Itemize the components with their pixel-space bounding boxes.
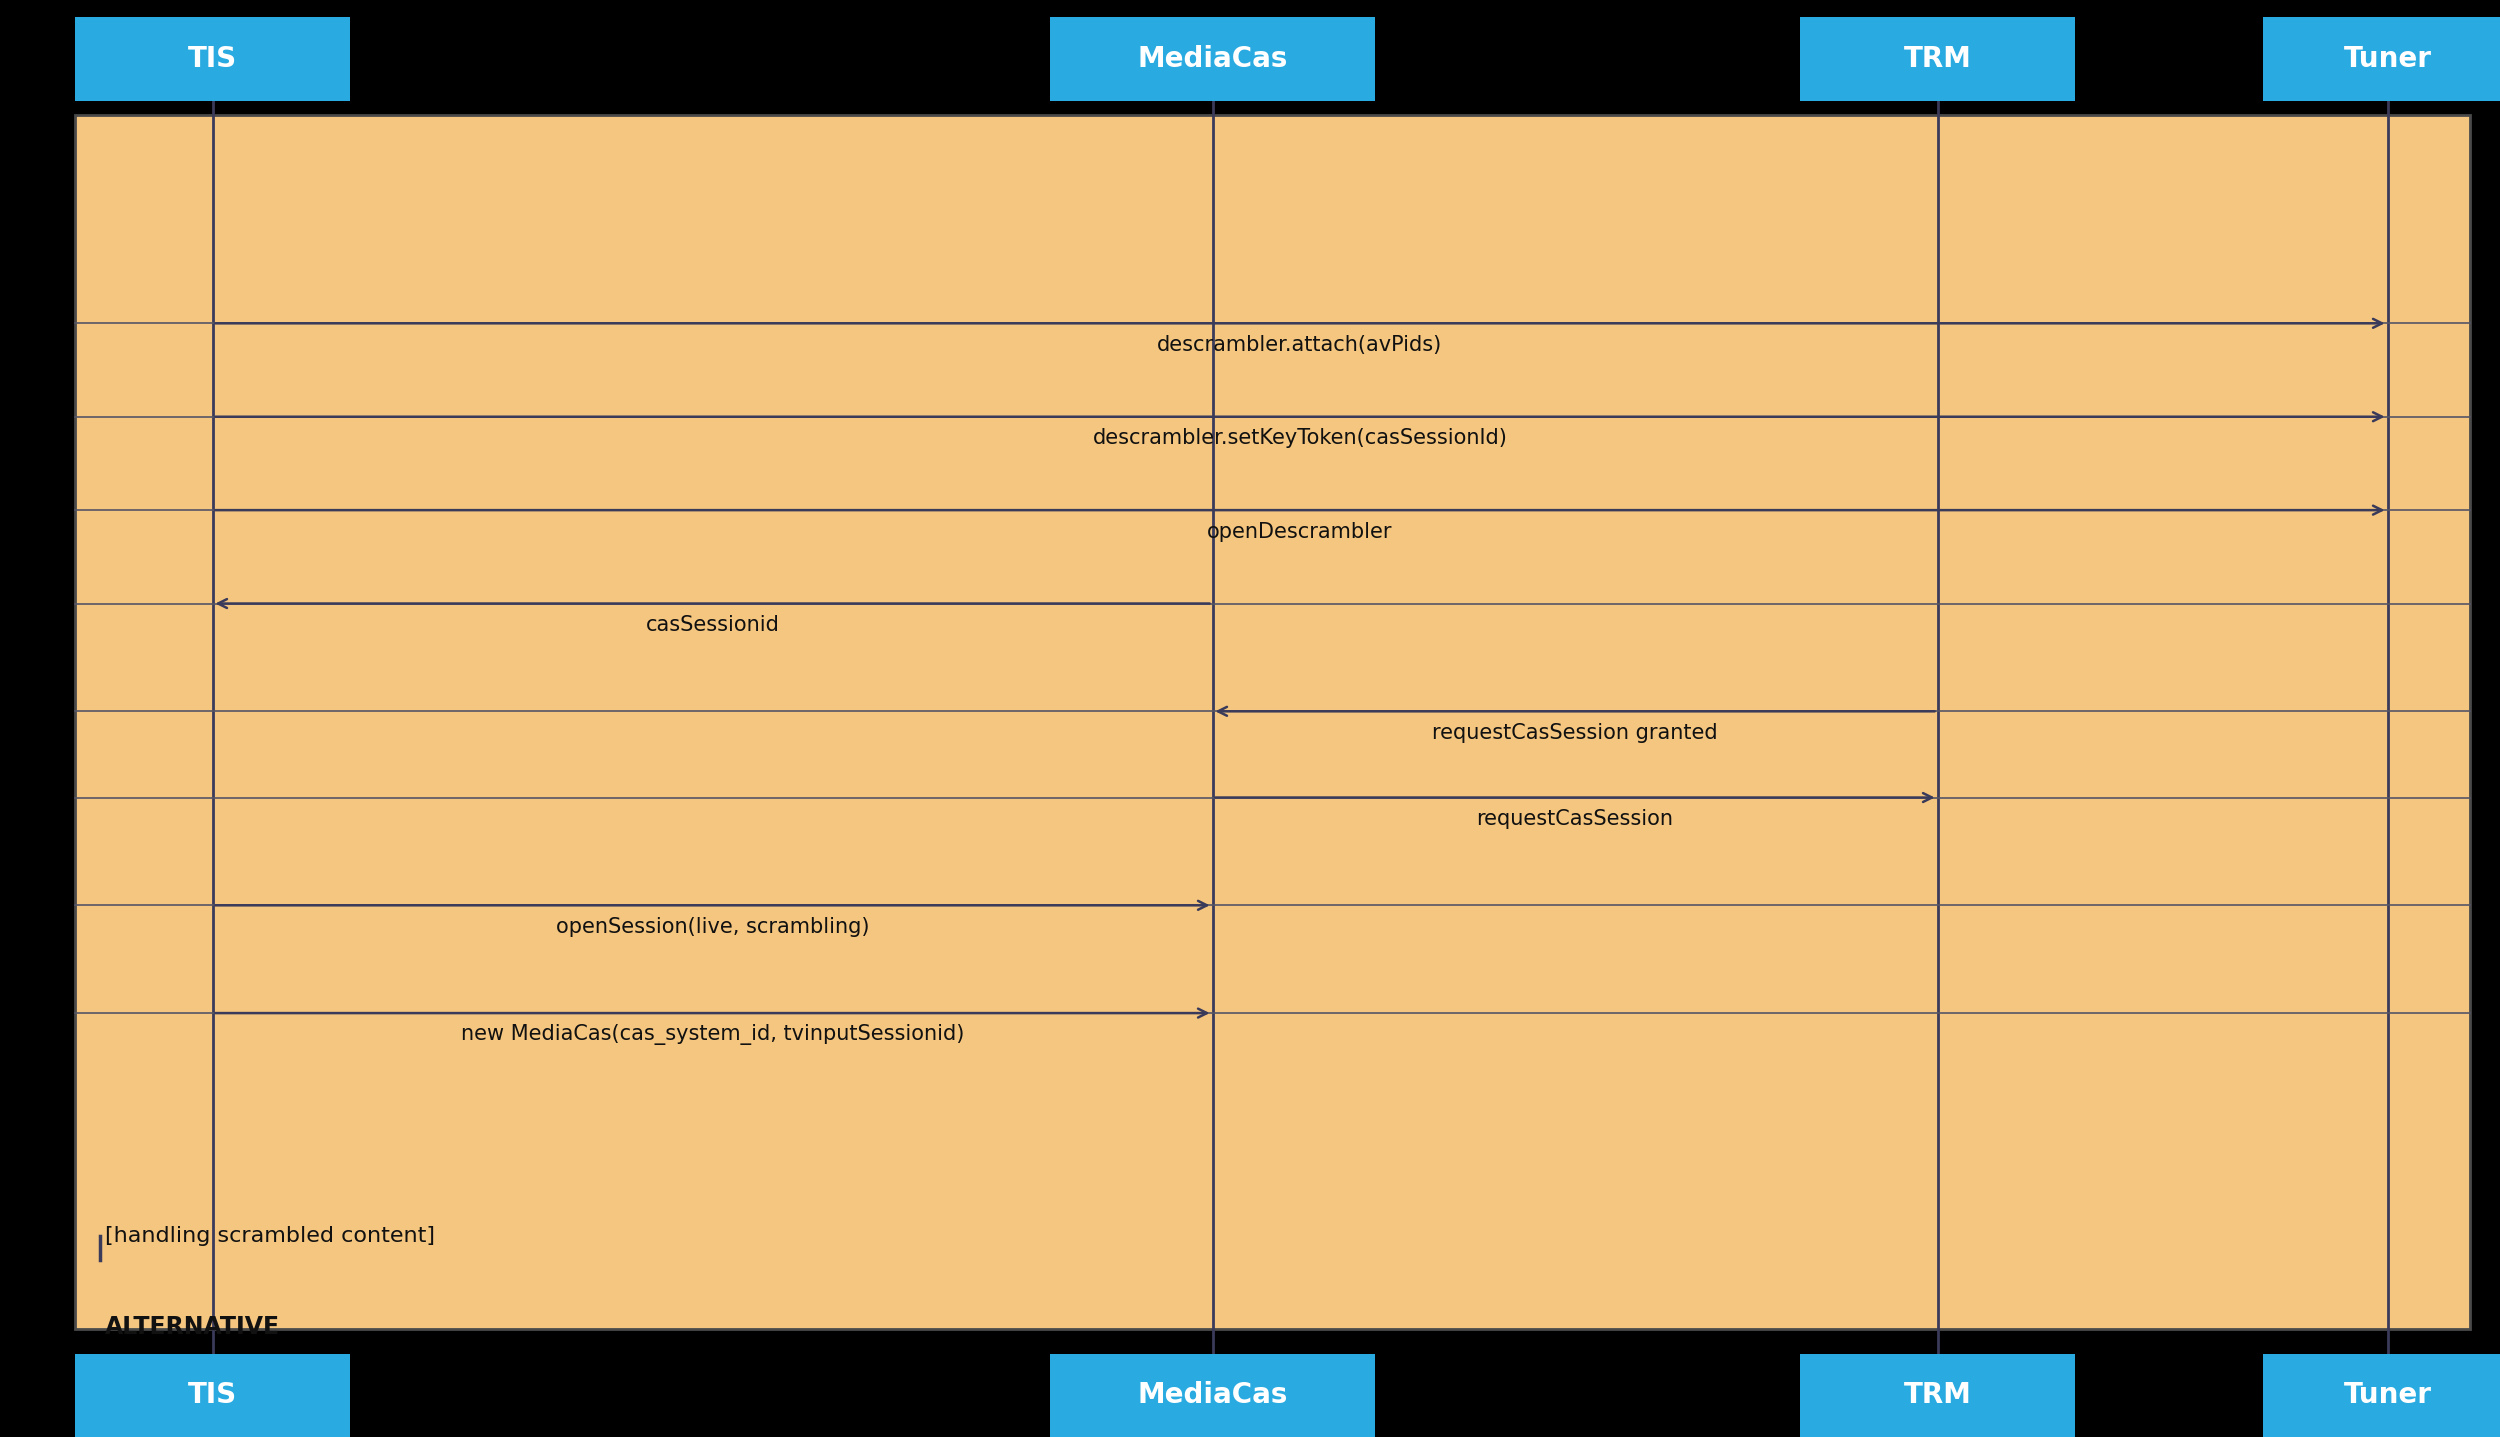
Text: casSessionid: casSessionid [645, 615, 780, 635]
Text: Tuner: Tuner [2342, 1381, 2432, 1410]
FancyBboxPatch shape [1800, 1354, 2075, 1437]
FancyBboxPatch shape [75, 17, 350, 101]
Text: requestCasSession: requestCasSession [1478, 809, 1673, 829]
FancyBboxPatch shape [1800, 17, 2075, 101]
Text: requestCasSession granted: requestCasSession granted [1432, 723, 1718, 743]
Text: TRM: TRM [1902, 1381, 1972, 1410]
Text: MediaCas: MediaCas [1138, 45, 1288, 73]
Text: TIS: TIS [188, 1381, 238, 1410]
Text: MediaCas: MediaCas [1138, 1381, 1288, 1410]
Text: [handling scrambled content]: [handling scrambled content] [105, 1226, 435, 1246]
FancyBboxPatch shape [2262, 1354, 2500, 1437]
Text: TIS: TIS [188, 45, 238, 73]
FancyBboxPatch shape [75, 115, 2470, 1329]
Text: TRM: TRM [1902, 45, 1972, 73]
Text: descrambler.attach(avPids): descrambler.attach(avPids) [1158, 335, 1442, 355]
Text: Tuner: Tuner [2342, 45, 2432, 73]
FancyBboxPatch shape [1050, 1354, 1375, 1437]
FancyBboxPatch shape [75, 1354, 350, 1437]
Text: descrambler.setKeyToken(casSessionId): descrambler.setKeyToken(casSessionId) [1092, 428, 1508, 448]
Text: openDescrambler: openDescrambler [1208, 522, 1393, 542]
Text: ALTERNATIVE: ALTERNATIVE [105, 1315, 280, 1339]
FancyBboxPatch shape [1050, 17, 1375, 101]
Text: openSession(live, scrambling): openSession(live, scrambling) [555, 917, 870, 937]
FancyBboxPatch shape [2262, 17, 2500, 101]
Text: new MediaCas(cas_system_id, tvinputSessionid): new MediaCas(cas_system_id, tvinputSessi… [460, 1023, 965, 1045]
